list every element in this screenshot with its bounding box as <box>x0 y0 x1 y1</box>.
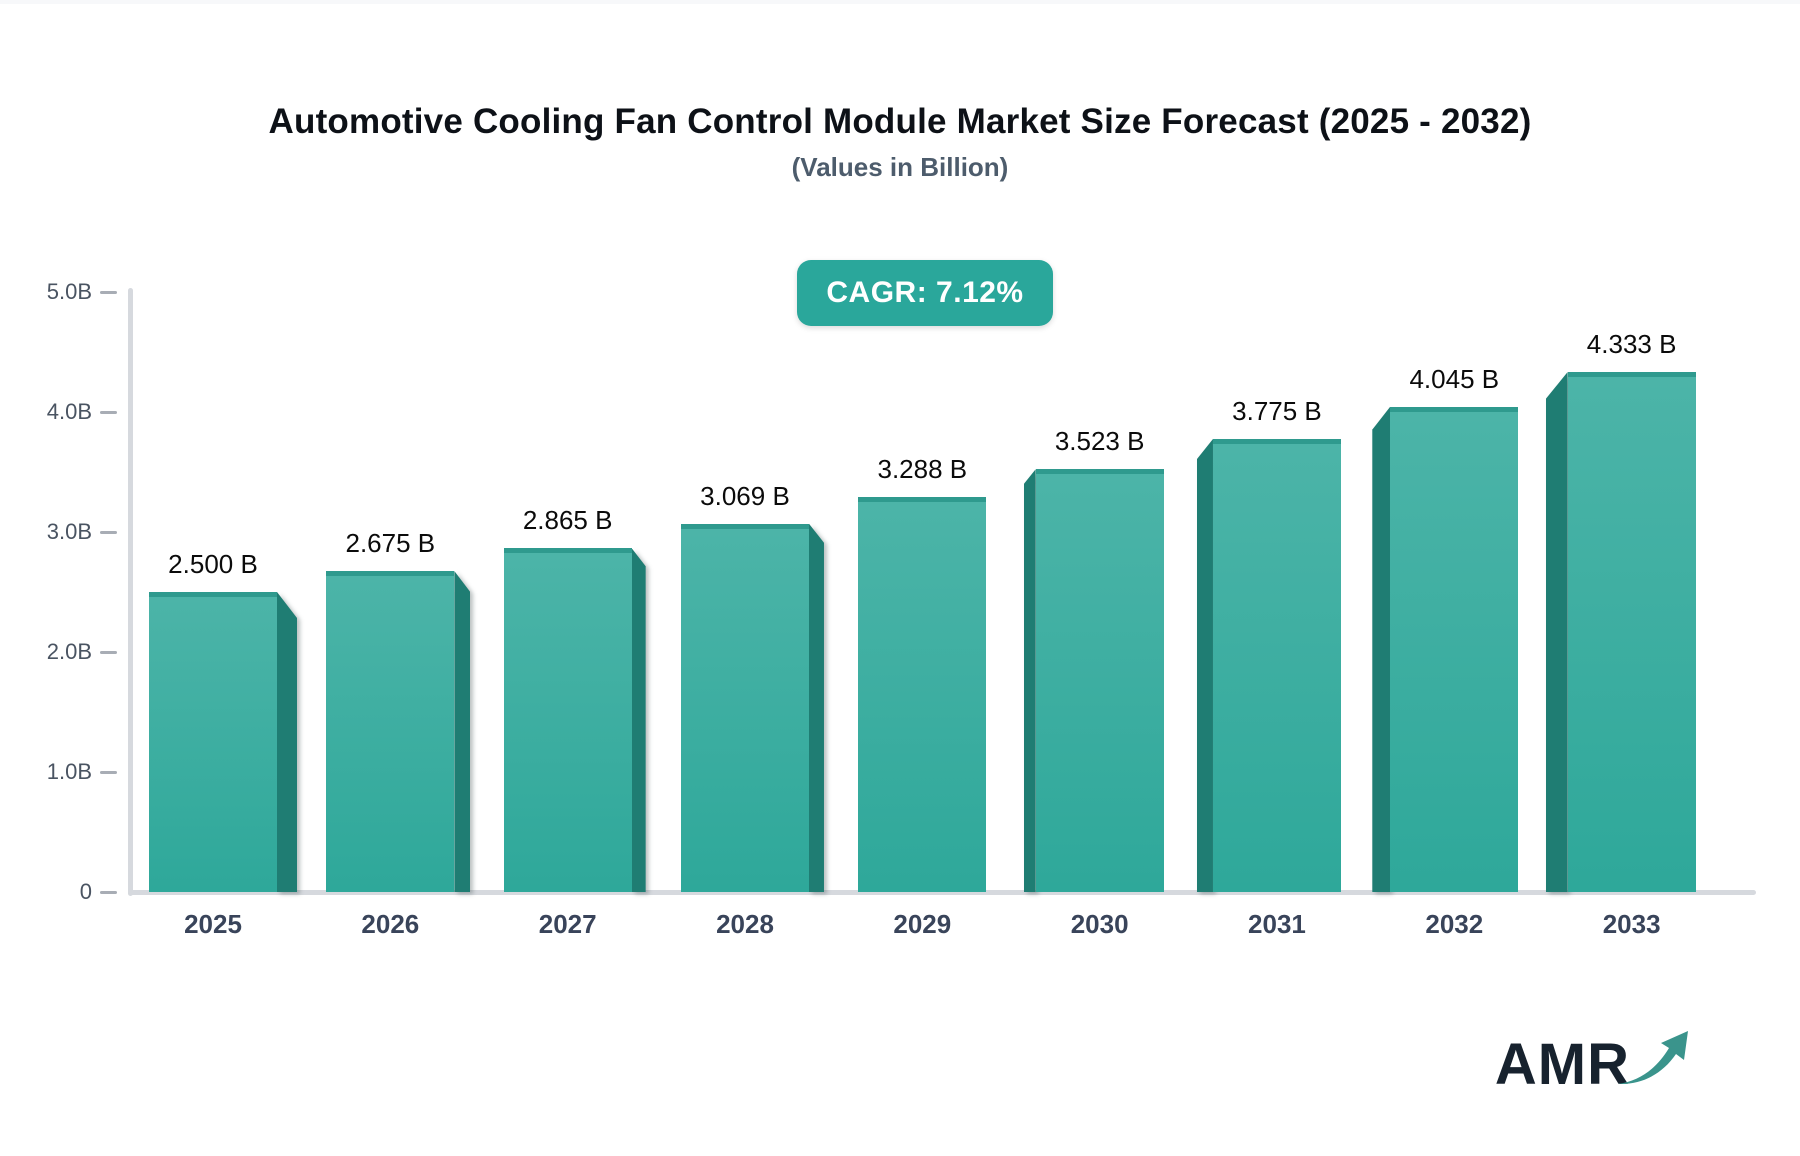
bar-3d-side-face <box>1196 439 1213 892</box>
bar-3d-side <box>1545 372 1568 892</box>
bar-value-label: 2.865 B <box>522 505 613 536</box>
bar-2026 <box>326 571 455 892</box>
bar-value-label: 3.288 B <box>877 454 968 485</box>
bar-value-label: 3.069 B <box>700 480 790 511</box>
y-tick-mark <box>100 411 117 414</box>
x-axis-label-2031: 2031 <box>1248 909 1306 939</box>
bar-3d-side-face <box>808 523 824 892</box>
bar-3d-side <box>277 592 297 892</box>
bar-2029 <box>858 497 987 892</box>
y-tick-mark <box>100 891 117 894</box>
y-tick-label: 2.0B <box>46 639 92 664</box>
y-tick-mark <box>100 531 117 534</box>
y-axis-line <box>128 288 133 896</box>
chart-title: Automotive Cooling Fan Control Module Ma… <box>268 102 1532 141</box>
x-axis-label-2026: 2026 <box>361 909 420 939</box>
y-tick-label: 4.0B <box>46 399 92 424</box>
bar-value-label: 2.500 B <box>168 549 258 579</box>
y-tick-mark <box>100 291 117 294</box>
y-tick-label: 0 <box>79 879 92 904</box>
chart-subtitle: (Values in Billion) <box>791 152 1009 182</box>
amr-logo: AMR <box>1495 1028 1692 1094</box>
x-axis-line <box>128 890 1756 895</box>
y-tick-mark <box>100 651 117 654</box>
bar-2028 <box>680 523 809 892</box>
y-tick-label: 5.0B <box>46 279 92 304</box>
bar-value-label: 3.523 B <box>1054 426 1145 457</box>
bar-3d-side <box>454 571 471 892</box>
y-tick-label: 1.0B <box>46 759 92 784</box>
x-axis-label-2033: 2033 <box>1602 909 1661 939</box>
amr-logo-text: AMR <box>1494 1032 1630 1097</box>
bar-value-label: 2.675 B <box>345 528 436 558</box>
bar-value-label: 4.333 B <box>1586 329 1677 360</box>
bar-3d-side-face <box>1372 406 1391 892</box>
bar-3d-side-face <box>277 592 297 892</box>
bar-2031 <box>1212 439 1341 892</box>
bar-2027 <box>503 548 632 892</box>
bar-3d-side-face <box>1545 372 1568 892</box>
bar-3d-side <box>1023 469 1036 892</box>
bar-3d-side <box>631 548 646 892</box>
bar-3d-side-face <box>631 548 646 892</box>
x-axis-label-2029: 2029 <box>893 909 952 939</box>
y-tick-mark <box>100 771 117 774</box>
bar-2030 <box>1035 469 1164 892</box>
growth-arrow-icon <box>1618 1031 1688 1085</box>
bar-3d-side <box>1196 439 1213 892</box>
bar-value-label: 3.775 B <box>1232 396 1322 426</box>
y-tick-label: 3.0B <box>46 519 92 544</box>
bar-3d-side-face <box>454 571 471 892</box>
bar-2032 <box>1390 406 1519 892</box>
bar-value-label: 4.045 B <box>1409 363 1500 394</box>
x-axis-label-2032: 2032 <box>1425 909 1484 939</box>
x-axis-label-2030: 2030 <box>1070 909 1129 939</box>
x-axis-label-2028: 2028 <box>716 909 774 939</box>
cagr-badge: CAGR: 7.12% <box>797 260 1053 326</box>
bar-3d-side <box>1372 406 1391 892</box>
bar-2025 <box>149 592 277 892</box>
x-axis-label-2025: 2025 <box>184 909 242 939</box>
bar-3d-side <box>808 523 824 892</box>
bar-2033 <box>1567 372 1696 892</box>
x-axis-label-2027: 2027 <box>538 909 597 939</box>
cagr-badge-label: CAGR: 7.12% <box>826 276 1024 309</box>
bar-3d-side-face <box>1023 469 1036 892</box>
